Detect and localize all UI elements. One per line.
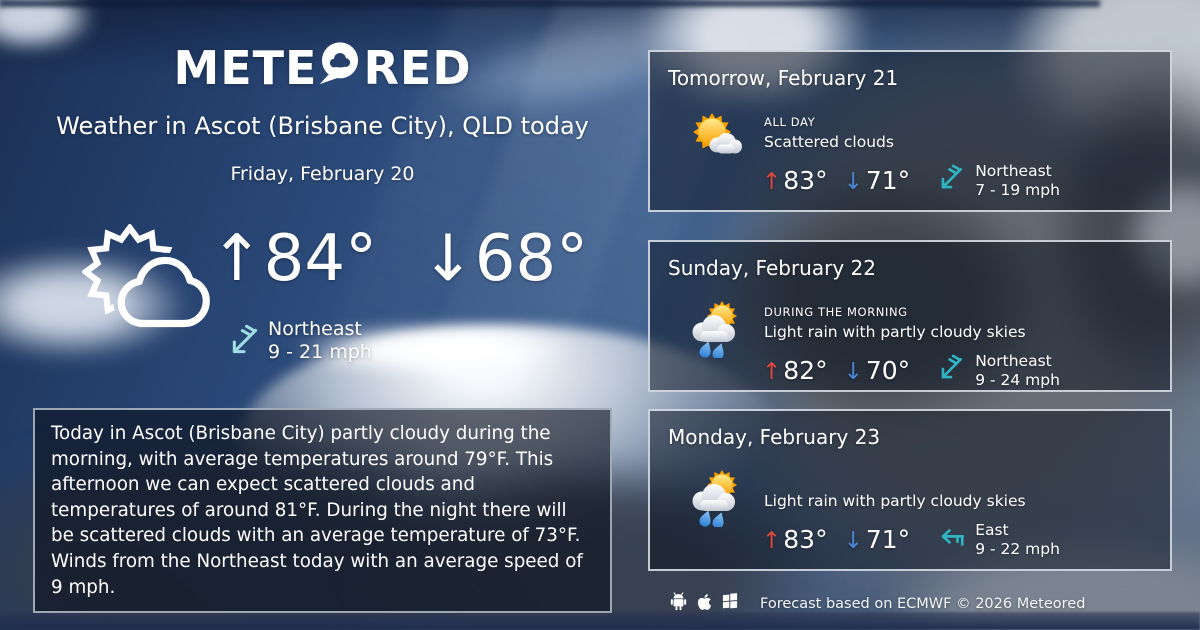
up-arrow-icon: ↑ (762, 528, 782, 555)
card-high-temp: ↑83° (762, 166, 828, 196)
card-title: Tomorrow, February 21 (668, 66, 899, 90)
up-arrow-icon: ↑ (210, 222, 264, 296)
android-icon (670, 592, 687, 615)
forecast-card-monday: Monday, February 23 Light rain with part… (648, 409, 1172, 571)
low-temp: ↓68° (421, 222, 589, 296)
wind-direction: Northeast (268, 318, 362, 340)
wind-direction: Northeast (975, 162, 1052, 180)
up-arrow-icon: ↑ (762, 359, 782, 386)
forecast-card-tomorrow: Tomorrow, February 21 ALL DAY Scattered … (648, 50, 1172, 212)
wind-speed: 9 - 21 mph (268, 340, 372, 363)
card-title: Sunday, February 22 (668, 256, 876, 280)
down-arrow-icon: ↓ (421, 222, 475, 296)
card-condition: Light rain with partly cloudy skies (764, 492, 1026, 510)
card-wind: East 9 - 22 mph (936, 521, 1060, 558)
card-low-temp: ↓ 71° (843, 525, 911, 555)
card-condition: Scattered clouds (764, 133, 894, 151)
forecast-card-sunday: Sunday, February 22 DURING THE MORNING L… (648, 240, 1172, 392)
footer: Forecast based on ECMWF © 2026 Meteored (670, 592, 1085, 615)
rain-sun-cloud-icon (686, 467, 746, 531)
summary-text: Today in Ascot (Brisbane City) partly cl… (51, 423, 583, 598)
footer-attribution: Forecast based on ECMWF © 2026 Meteored (760, 595, 1086, 612)
wind-barb-northeast-icon (226, 318, 262, 364)
current-wind: Northeast 9 - 21 mph (226, 318, 372, 364)
card-low-temp: ↓ 71° (843, 166, 911, 196)
card-condition: Light rain with partly cloudy skies (764, 323, 1026, 341)
card-wind: Northeast 9 - 24 mph (936, 352, 1060, 389)
wind-speed: 7 - 19 mph (975, 180, 1060, 199)
card-wind: Northeast 7 - 19 mph (936, 162, 1060, 199)
down-arrow-icon: ↓ (843, 169, 863, 196)
page-title: Weather in Ascot (Brisbane City), QLD to… (56, 112, 589, 140)
card-low-temp: ↓ 70° (843, 356, 911, 386)
high-temp: ↑84° (210, 222, 378, 296)
card-high-temp: ↑82° (762, 356, 828, 386)
page-date: Friday, February 20 (230, 163, 415, 185)
logo-text-right: RED (363, 40, 472, 95)
windows-icon (722, 593, 738, 614)
wind-barb-northeast-icon (936, 164, 966, 198)
current-temps: ↑84° ↓68° (210, 224, 588, 294)
wind-speed: 9 - 22 mph (975, 539, 1060, 558)
cloud-speech-bubble-icon (318, 40, 362, 97)
weather-summary: Today in Ascot (Brisbane City) partly cl… (33, 408, 612, 614)
meteored-logo: METE RED (33, 38, 612, 97)
wind-barb-northeast-icon (936, 354, 966, 388)
card-period: DURING THE MORNING (764, 305, 908, 319)
card-title: Monday, February 23 (668, 425, 881, 449)
wind-arrow-east-icon (936, 523, 966, 557)
up-arrow-icon: ↑ (762, 169, 782, 196)
wind-speed: 9 - 24 mph (975, 370, 1060, 389)
down-arrow-icon: ↓ (843, 528, 863, 555)
wind-direction: East (975, 521, 1009, 539)
apple-icon (697, 593, 712, 615)
wind-direction: Northeast (975, 352, 1052, 370)
logo-text-left: METE (173, 40, 318, 95)
rain-sun-cloud-icon (686, 298, 746, 362)
card-high-temp: ↑83° (762, 525, 828, 555)
card-period: ALL DAY (764, 115, 816, 129)
partly-cloudy-outline-icon (80, 222, 212, 341)
down-arrow-icon: ↓ (843, 359, 863, 386)
sun-with-cloud-icon (686, 108, 746, 168)
